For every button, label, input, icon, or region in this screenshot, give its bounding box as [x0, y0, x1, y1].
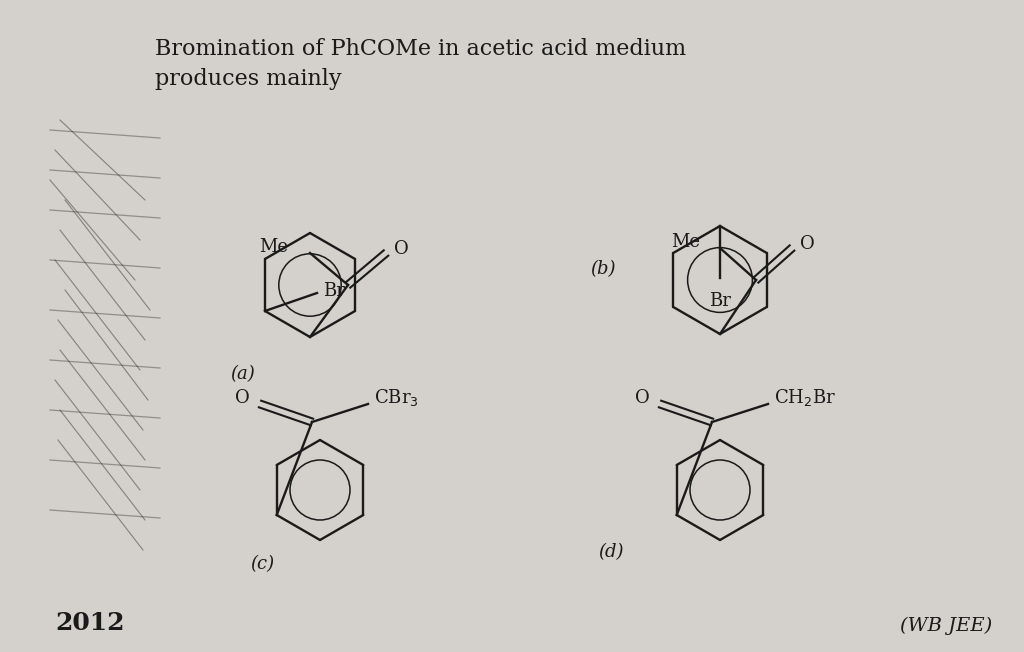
Text: Br: Br [323, 282, 345, 300]
Text: O: O [394, 240, 409, 258]
Text: CH$_2$Br: CH$_2$Br [774, 387, 836, 409]
Text: (a): (a) [230, 365, 255, 383]
Text: CBr$_3$: CBr$_3$ [374, 387, 419, 409]
Text: (d): (d) [598, 543, 624, 561]
Text: O: O [635, 389, 650, 407]
Text: O: O [236, 389, 250, 407]
Text: (b): (b) [590, 260, 615, 278]
Text: Br: Br [709, 292, 731, 310]
Text: O: O [800, 235, 815, 253]
Text: Me: Me [259, 238, 288, 256]
Text: Bromination of PhCOMe in acetic acid medium: Bromination of PhCOMe in acetic acid med… [155, 38, 686, 60]
Text: (WB JEE): (WB JEE) [900, 617, 992, 635]
Text: 2012: 2012 [55, 611, 125, 635]
Text: Me: Me [671, 233, 700, 251]
Text: (c): (c) [250, 555, 274, 573]
Text: produces mainly: produces mainly [155, 68, 342, 90]
